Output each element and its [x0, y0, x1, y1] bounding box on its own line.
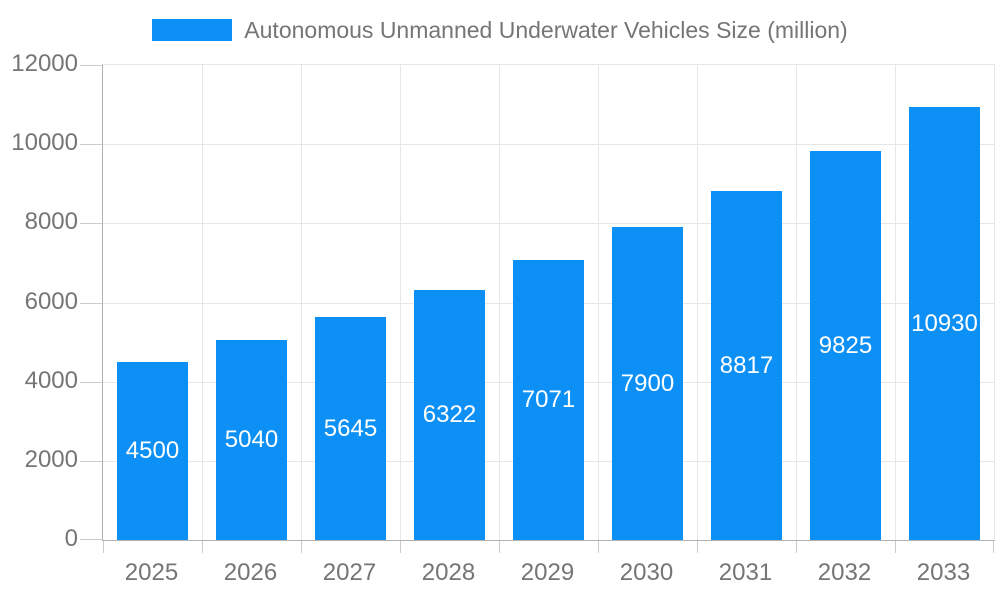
x-tick-mark	[499, 541, 500, 553]
bar-value-label: 6322	[422, 401, 477, 428]
x-tick-mark	[796, 541, 797, 553]
x-axis-label: 2026	[223, 559, 278, 586]
y-axis-label: 2000	[24, 446, 78, 473]
bar-2030[interactable]: 7900	[612, 227, 683, 540]
legend-label: Autonomous Unmanned Underwater Vehicles …	[244, 16, 848, 43]
bar-2028[interactable]: 6322	[414, 290, 485, 540]
y-axis-label: 10000	[11, 129, 78, 156]
x-axis-label: 2027	[322, 559, 377, 586]
bar-value-label: 7071	[521, 386, 576, 413]
plot-area: 4500 5040 5645 6322 7071 7900 8817 9825 10930	[80, 64, 995, 553]
x-axis-label: 2029	[520, 559, 575, 586]
x-axis-label: 2031	[718, 559, 773, 586]
x-tick-mark	[202, 541, 203, 553]
bar-2033[interactable]: 10930	[909, 107, 980, 540]
v-gridline	[697, 65, 698, 540]
x-axis-label: 2028	[421, 559, 476, 586]
h-gridline	[103, 223, 994, 224]
bar-2026[interactable]: 5040	[216, 340, 287, 540]
y-tick-mark	[80, 144, 102, 145]
bar-value-label: 5645	[323, 414, 378, 442]
x-tick-mark	[301, 541, 302, 553]
x-tick-mark	[993, 541, 994, 553]
y-tick-mark	[80, 461, 102, 462]
v-gridline	[400, 65, 401, 540]
bar-2025[interactable]: 4500	[117, 362, 188, 540]
v-gridline	[598, 65, 599, 540]
y-tick-mark	[80, 65, 102, 66]
bar-value-label: 7900	[620, 369, 675, 397]
y-axis-label: 12000	[11, 50, 78, 77]
x-tick-mark	[895, 541, 896, 553]
v-gridline	[202, 65, 203, 540]
y-tick-mark	[80, 539, 102, 540]
v-gridline	[796, 65, 797, 540]
bar-value-label: 4500	[125, 437, 180, 464]
legend: Autonomous Unmanned Underwater Vehicles …	[0, 16, 1000, 43]
v-gridline	[301, 65, 302, 540]
x-axis-label: 2032	[817, 559, 872, 586]
bar-value-label: 5040	[224, 426, 279, 453]
y-tick-mark	[80, 223, 102, 224]
bar-2029[interactable]: 7071	[513, 260, 584, 540]
y-axis-label: 6000	[24, 288, 78, 315]
bar-value-label: 10930	[911, 309, 978, 337]
x-axis-label: 2025	[124, 559, 179, 586]
bar-2032[interactable]: 9825	[810, 151, 881, 540]
h-gridline	[103, 144, 994, 145]
x-tick-mark	[598, 541, 599, 553]
legend-swatch	[152, 19, 233, 41]
y-axis-label: 8000	[24, 208, 78, 235]
x-tick-mark	[697, 541, 698, 553]
bar-value-label: 8817	[719, 351, 774, 379]
v-gridline	[895, 65, 896, 540]
bar-value-label: 9825	[818, 331, 873, 359]
v-gridline	[499, 65, 500, 540]
y-tick-mark	[80, 382, 102, 383]
y-axis-label: 0	[64, 525, 78, 552]
bar-2027[interactable]: 5645	[315, 317, 386, 540]
x-tick-mark	[400, 541, 401, 553]
y-tick-mark	[80, 303, 102, 304]
bar-2031[interactable]: 8817	[711, 191, 782, 540]
x-tick-mark	[103, 541, 104, 553]
y-axis-label: 4000	[24, 367, 78, 394]
x-axis-label: 2033	[916, 559, 971, 586]
x-axis-label: 2030	[619, 559, 674, 586]
